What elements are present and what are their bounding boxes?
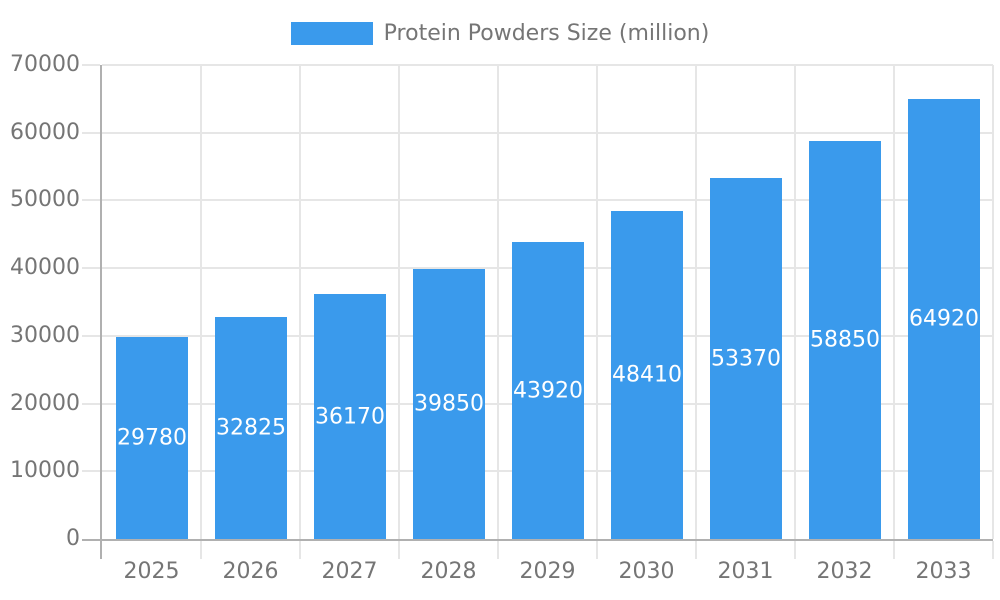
- x-axis-tick: [497, 541, 499, 559]
- bar-value-label: 48410: [612, 362, 682, 388]
- x-axis-tick: [794, 541, 796, 559]
- bar[interactable]: 64920: [908, 99, 980, 539]
- plot-area: 29780 32825 36170 39850 43920 48410 53370 58850…: [100, 64, 994, 541]
- legend-label: Protein Powders Size (million): [383, 20, 710, 46]
- y-axis-tick: [82, 64, 100, 66]
- x-axis-label: 2030: [618, 559, 675, 584]
- bar[interactable]: 43920: [512, 242, 584, 539]
- bar[interactable]: 39850: [413, 269, 485, 539]
- gridline-vertical: [893, 65, 895, 539]
- bar[interactable]: 58850: [809, 141, 881, 539]
- gridline-horizontal: [102, 199, 993, 202]
- y-axis-label: 20000: [10, 390, 80, 416]
- y-axis-label: 30000: [10, 322, 80, 348]
- bar[interactable]: 32825: [215, 317, 287, 539]
- bar[interactable]: 53370: [710, 178, 782, 539]
- gridline-vertical: [992, 65, 994, 539]
- y-axis-label: 70000: [10, 52, 80, 77]
- x-axis-label: 2031: [717, 559, 774, 584]
- y-axis-tick: [82, 539, 100, 541]
- x-axis-tick: [596, 541, 598, 559]
- y-axis-label: 10000: [10, 458, 80, 484]
- x-axis-label: 2033: [915, 559, 972, 584]
- bar-value-label: 58850: [810, 327, 880, 353]
- bar[interactable]: 36170: [314, 294, 386, 539]
- x-axis-label: 2025: [123, 559, 180, 584]
- x-axis-label: 2029: [519, 559, 576, 584]
- x-axis-label: 2026: [222, 559, 279, 584]
- y-axis-label: 50000: [10, 187, 80, 213]
- bar-value-label: 43920: [513, 378, 583, 403]
- x-axis-tick: [200, 541, 202, 559]
- bar-value-label: 64920: [909, 306, 979, 332]
- bar-value-label: 36170: [315, 404, 385, 429]
- y-axis-label: 60000: [10, 119, 80, 145]
- x-axis-tick: [893, 541, 895, 559]
- y-axis-tick: [82, 131, 100, 134]
- x-axis-label: 2028: [420, 559, 477, 584]
- x-axis-tick: [398, 541, 400, 559]
- x-axis-tick: [992, 541, 994, 559]
- bar[interactable]: 48410: [611, 211, 683, 539]
- gridline-vertical: [398, 65, 400, 539]
- gridline-vertical: [695, 65, 697, 539]
- y-axis-tick: [82, 470, 100, 473]
- y-axis-label: 40000: [10, 255, 80, 281]
- x-axis-tick: [100, 541, 102, 559]
- y-axis-tick: [82, 267, 100, 270]
- y-axis-tick: [82, 199, 100, 202]
- x-axis-label: 2027: [321, 559, 378, 584]
- x-axis-tick: [299, 541, 301, 559]
- x-axis-label: 2032: [816, 559, 873, 584]
- gridline-vertical: [497, 65, 499, 539]
- gridline-horizontal: [102, 64, 993, 66]
- legend[interactable]: Protein Powders Size (million): [0, 20, 1000, 46]
- gridline-vertical: [596, 65, 598, 539]
- y-axis-label: 0: [66, 526, 80, 551]
- legend-swatch-icon: [290, 21, 373, 45]
- gridline-vertical: [794, 65, 796, 539]
- bar[interactable]: 29780: [116, 337, 188, 539]
- bar-value-label: 39850: [414, 391, 484, 417]
- y-axis-tick: [82, 402, 100, 405]
- bar-value-label: 32825: [216, 415, 286, 441]
- y-axis-tick: [82, 334, 100, 337]
- gridline-vertical: [200, 65, 202, 539]
- bar-value-label: 53370: [711, 346, 781, 371]
- gridline-horizontal: [102, 131, 993, 134]
- bar-value-label: 29780: [117, 425, 187, 451]
- gridline-vertical: [299, 65, 301, 539]
- x-axis-tick: [695, 541, 697, 559]
